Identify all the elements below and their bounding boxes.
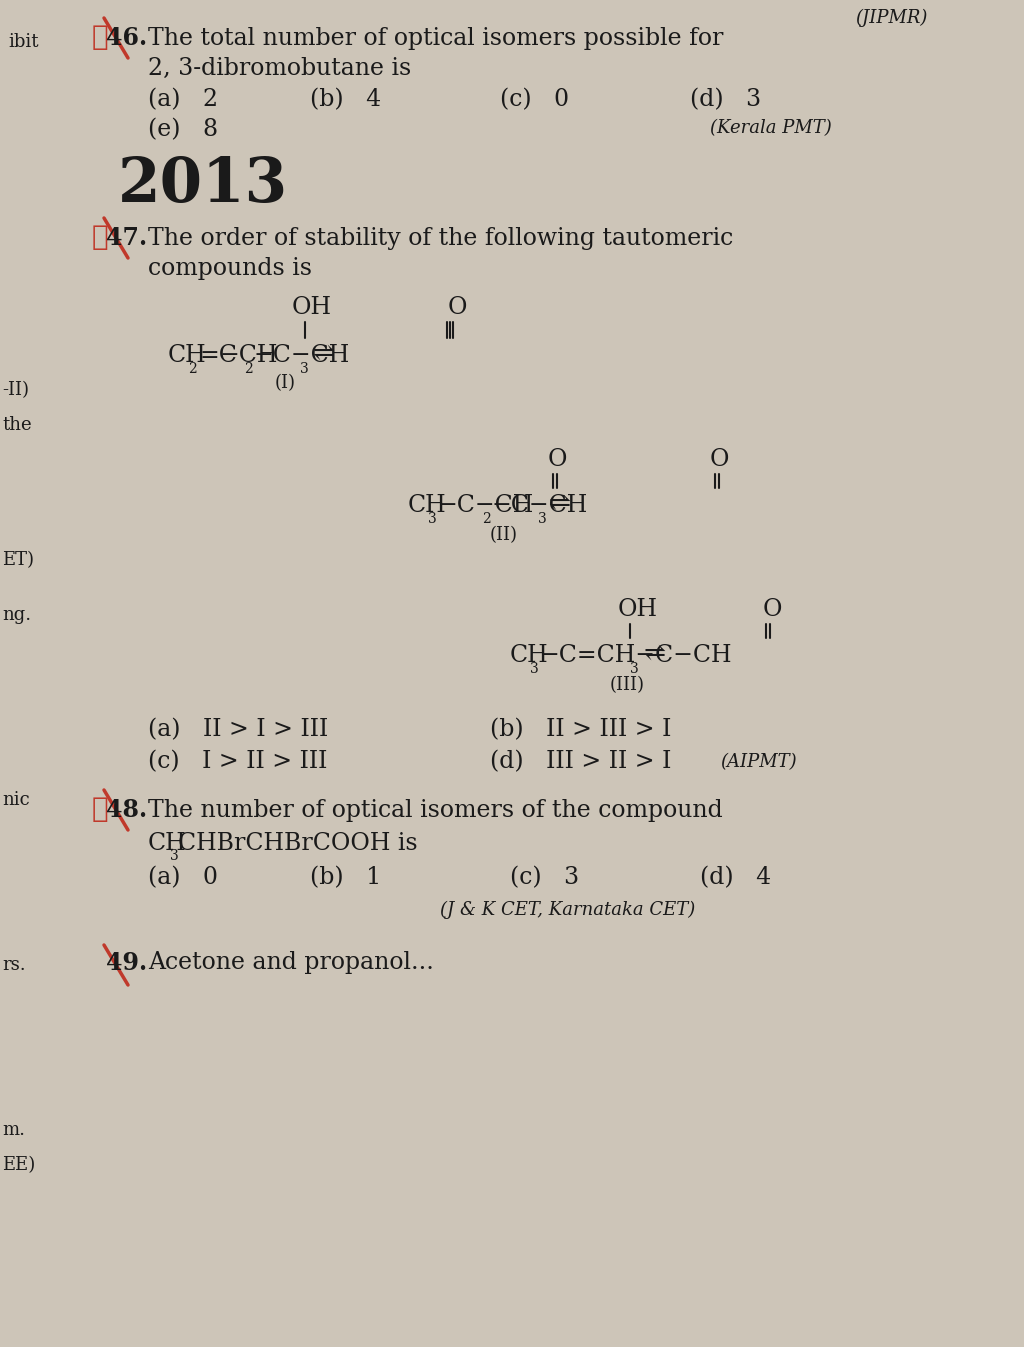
- Text: CHBrCHBrCOOH is: CHBrCHBrCOOH is: [178, 831, 418, 854]
- Text: rs.: rs.: [2, 956, 26, 974]
- Text: −C−CH: −C−CH: [492, 493, 588, 516]
- Text: 2013: 2013: [118, 155, 288, 216]
- Text: −CH: −CH: [220, 343, 279, 366]
- Text: (a)   0: (a) 0: [148, 866, 218, 889]
- Text: (e)   8: (e) 8: [148, 119, 218, 141]
- Text: 2: 2: [482, 512, 490, 525]
- Text: (a)   2: (a) 2: [148, 89, 218, 112]
- Text: ★: ★: [92, 796, 109, 823]
- Text: the: the: [2, 416, 32, 434]
- Text: -II): -II): [2, 381, 29, 399]
- Text: 2, 3-dibromobutane is: 2, 3-dibromobutane is: [148, 57, 412, 79]
- Text: (d)   3: (d) 3: [690, 89, 761, 112]
- Text: nic: nic: [2, 791, 30, 810]
- Text: (b)   II > III > I: (b) II > III > I: [490, 718, 672, 741]
- Text: m.: m.: [2, 1121, 25, 1140]
- Text: 3: 3: [530, 661, 539, 676]
- Text: O: O: [548, 449, 567, 471]
- Text: 49.: 49.: [106, 951, 147, 975]
- Text: ET): ET): [2, 551, 34, 568]
- Text: (J & K CET, Karnataka CET): (J & K CET, Karnataka CET): [440, 901, 695, 919]
- Text: (b)   4: (b) 4: [310, 89, 381, 112]
- Text: O: O: [449, 296, 468, 319]
- Text: (Kerala PMT): (Kerala PMT): [710, 119, 831, 137]
- Text: 3: 3: [630, 661, 639, 676]
- Text: CH: CH: [148, 831, 186, 854]
- Text: compounds is: compounds is: [148, 256, 312, 279]
- Text: 2: 2: [244, 362, 253, 376]
- Text: 3: 3: [300, 362, 309, 376]
- Text: OH: OH: [292, 296, 332, 319]
- Text: CH: CH: [408, 493, 446, 516]
- Text: (II): (II): [490, 525, 518, 544]
- Text: (d)   III > II > I: (d) III > II > I: [490, 750, 672, 773]
- Text: ⇌: ⇌: [548, 490, 570, 516]
- Text: (a)   II > I > III: (a) II > I > III: [148, 718, 329, 741]
- Text: 46.: 46.: [106, 26, 147, 50]
- Text: (c)   0: (c) 0: [500, 89, 569, 112]
- Text: ⇌: ⇌: [312, 341, 334, 365]
- Text: (III): (III): [610, 676, 645, 694]
- Text: CH: CH: [510, 644, 549, 667]
- Text: (d)   4: (d) 4: [700, 866, 771, 889]
- Text: 47.: 47.: [106, 226, 147, 251]
- Text: O: O: [763, 598, 782, 621]
- Text: ⇌: ⇌: [643, 641, 666, 665]
- Text: Acetone and propanol...: Acetone and propanol...: [148, 951, 434, 974]
- Text: (JIPMR): (JIPMR): [855, 9, 928, 27]
- Text: The total number of optical isomers possible for: The total number of optical isomers poss…: [148, 27, 723, 50]
- Text: −C−CH: −C−CH: [438, 493, 535, 516]
- Text: (c)   3: (c) 3: [510, 866, 580, 889]
- Text: ibit: ibit: [8, 32, 39, 51]
- Text: 48.: 48.: [106, 797, 147, 822]
- Text: −C=CH−C−CH: −C=CH−C−CH: [540, 644, 732, 667]
- Text: (I): (I): [275, 374, 296, 392]
- Text: OH: OH: [618, 598, 658, 621]
- Text: O: O: [710, 449, 729, 471]
- Text: (c)   I > II > III: (c) I > II > III: [148, 750, 328, 773]
- Text: The number of optical isomers of the compound: The number of optical isomers of the com…: [148, 799, 723, 822]
- Text: =C: =C: [200, 343, 238, 366]
- Text: 3: 3: [538, 512, 547, 525]
- Text: The order of stability of the following tautomeric: The order of stability of the following …: [148, 226, 733, 249]
- Text: 3: 3: [170, 849, 179, 863]
- Text: (AIPMT): (AIPMT): [720, 753, 797, 770]
- Text: ★: ★: [92, 225, 109, 252]
- Text: 2: 2: [188, 362, 197, 376]
- Text: −C−CH: −C−CH: [254, 343, 350, 366]
- Text: ng.: ng.: [2, 606, 31, 624]
- Text: CH: CH: [168, 343, 207, 366]
- Text: (b)   1: (b) 1: [310, 866, 381, 889]
- Text: EE): EE): [2, 1156, 35, 1175]
- Text: 3: 3: [428, 512, 437, 525]
- Text: ★: ★: [92, 24, 109, 51]
